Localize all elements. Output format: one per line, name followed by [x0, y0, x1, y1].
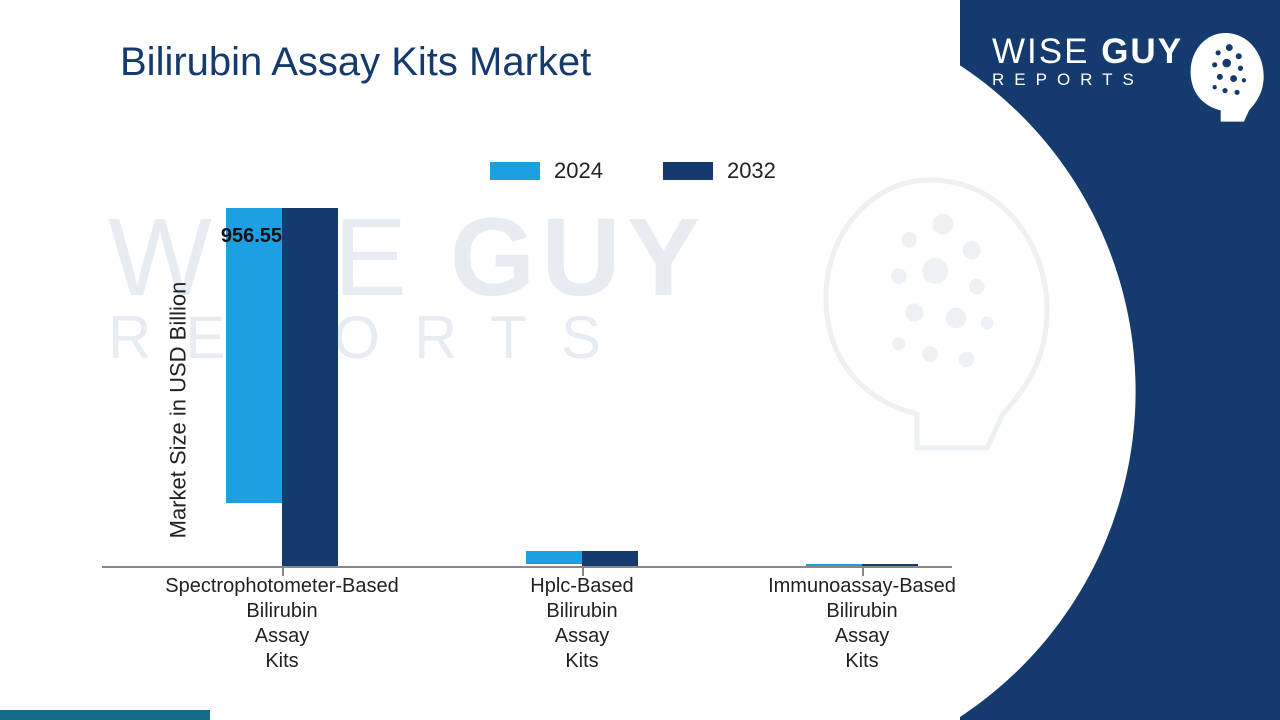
bar — [526, 551, 582, 563]
legend-item-2032: 2032 — [663, 158, 776, 184]
brand-head-icon — [1182, 28, 1268, 124]
bar — [862, 564, 918, 566]
bar-group — [742, 564, 982, 566]
bar — [226, 208, 282, 503]
legend-item-2024: 2024 — [490, 158, 603, 184]
brand-logo: WISE GUY REPORTS — [992, 34, 1252, 88]
x-axis-label: Spectrophotometer-BasedBilirubinAssayKit… — [162, 574, 402, 674]
legend-label-2032: 2032 — [727, 158, 776, 184]
brand-line1a: WISE — [992, 32, 1089, 71]
bar — [806, 564, 862, 566]
brand-line1b: GUY — [1101, 32, 1183, 71]
bar-value-label: 956.55 — [221, 225, 282, 248]
chart-title: Bilirubin Assay Kits Market — [120, 40, 591, 85]
bar-group — [462, 551, 702, 566]
bar — [582, 551, 638, 566]
legend-swatch-2032 — [663, 162, 713, 180]
bar-group — [162, 208, 402, 566]
chart: Market Size in USD Billion 2024 2032 956… — [60, 150, 960, 670]
x-axis-label: Immunoassay-BasedBilirubinAssayKits — [742, 574, 982, 674]
bottom-accent-bar — [0, 710, 210, 720]
plot-area: 956.55 — [102, 198, 952, 568]
legend-label-2024: 2024 — [554, 158, 603, 184]
x-axis-label: Hplc-BasedBilirubinAssayKits — [462, 574, 702, 674]
legend: 2024 2032 — [490, 158, 776, 184]
bar — [282, 208, 338, 566]
legend-swatch-2024 — [490, 162, 540, 180]
